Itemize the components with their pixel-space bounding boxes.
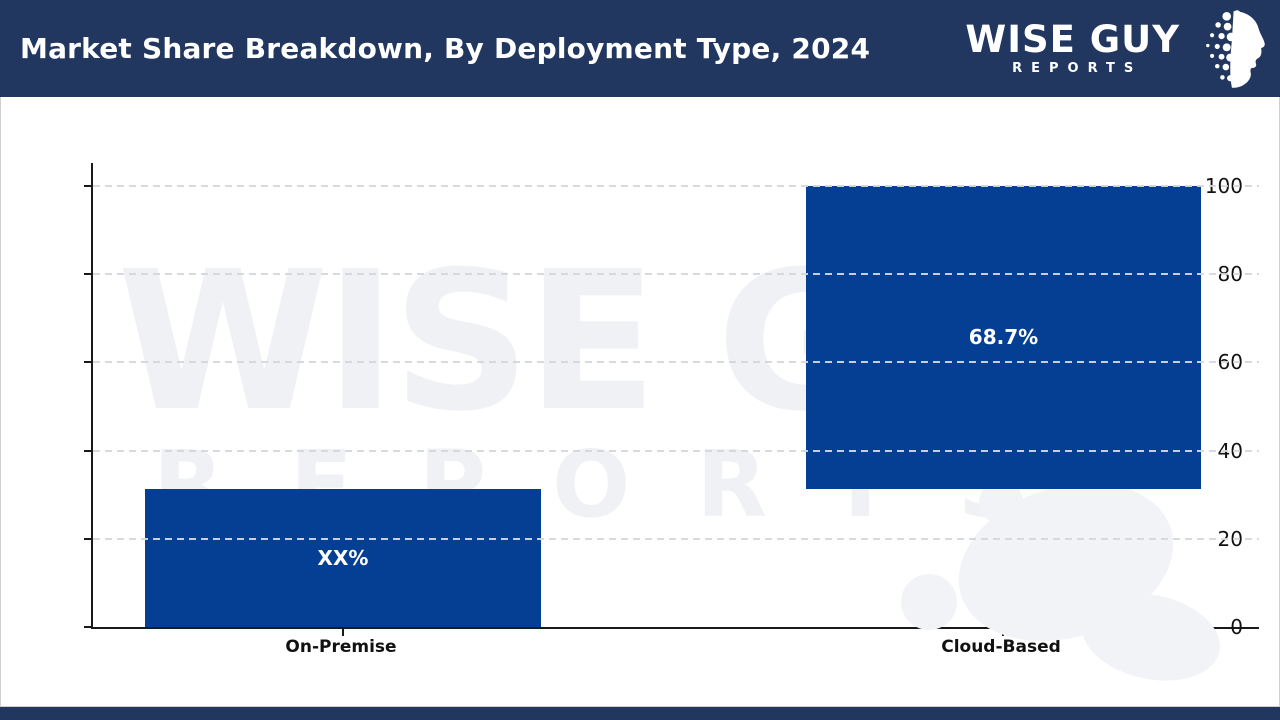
y-tick-mark-20	[84, 537, 91, 540]
gridline-80	[93, 273, 1259, 276]
plot-area: 0 20 40 60 80 100 XX% 68.7%	[84, 163, 1259, 639]
bar-label-on-premise: XX%	[317, 545, 369, 570]
x-label-cloud-based: Cloud-Based	[941, 637, 1061, 657]
y-tick-label-0: 0	[1230, 615, 1243, 639]
x-axis-labels: On-Premise Cloud-Based	[1, 637, 1279, 667]
y-tick-mark-60	[84, 361, 91, 364]
logo-subtitle: REPORTS	[1012, 61, 1143, 76]
wise-guy-logo-text: WISE GUY REPORTS	[965, 21, 1180, 76]
x-tick-cloud-based	[1002, 629, 1004, 636]
y-tick-mark-80	[84, 273, 91, 276]
y-tick-mark-0	[84, 626, 91, 628]
bar-on-premise[interactable]: XX%	[145, 488, 541, 627]
wise-guy-logo: WISE GUY REPORTS	[965, 6, 1268, 92]
x-tick-on-premise	[342, 629, 344, 636]
logo-wordmark: WISE GUY	[965, 18, 1180, 61]
page-title: Market Share Breakdown, By Deployment Ty…	[20, 32, 871, 65]
gridline-40	[93, 449, 1259, 452]
gridline-20	[93, 537, 1259, 540]
footer-bar	[0, 706, 1280, 720]
bar-label-cloud-based: 68.7%	[968, 325, 1039, 350]
x-label-on-premise: On-Premise	[285, 637, 397, 657]
gridline-60	[93, 361, 1259, 364]
chart-canvas: WISE GU REPORTS 0 20 40 60 80 100 XX% 68.7% O…	[0, 97, 1280, 707]
bar-cloud-based[interactable]: 68.7%	[806, 186, 1201, 489]
header-bar: Market Share Breakdown, By Deployment Ty…	[0, 0, 1280, 97]
y-tick-mark-100	[84, 185, 91, 187]
gridline-100	[93, 185, 1259, 187]
y-tick-mark-40	[84, 449, 91, 452]
wise-guy-face-icon	[1206, 9, 1265, 88]
